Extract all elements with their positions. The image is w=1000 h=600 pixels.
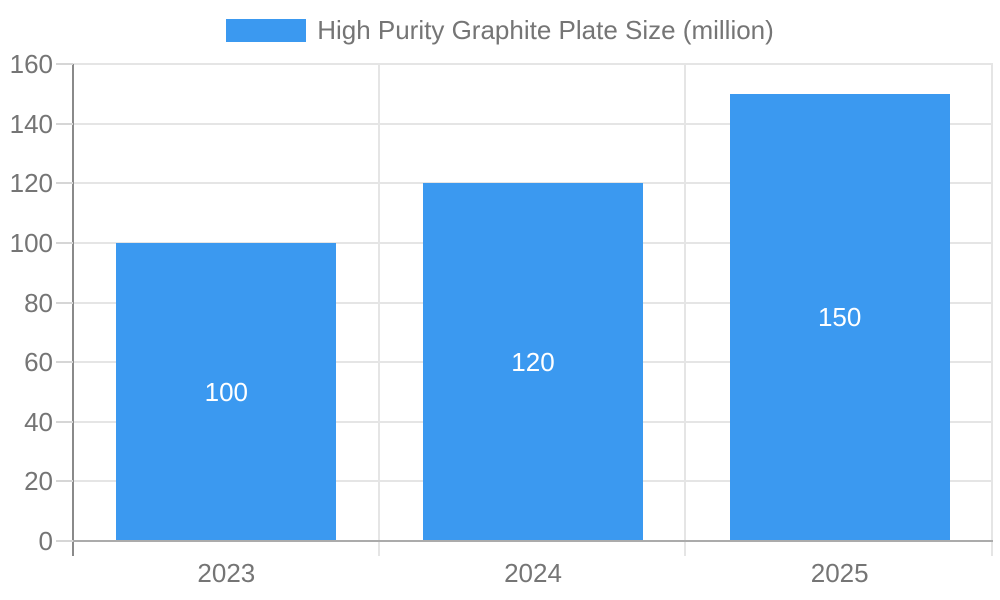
x-tick-label-2024: 2024 — [504, 558, 562, 588]
y-tick-label-100: 100 — [9, 227, 53, 258]
y-tick-label-40: 40 — [24, 406, 53, 437]
legend: High Purity Graphite Plate Size (million… — [0, 16, 1000, 44]
legend-label[interactable]: High Purity Graphite Plate Size (million… — [317, 15, 774, 45]
y-axis-line — [72, 64, 74, 556]
y-tick-mark-40 — [56, 420, 73, 423]
y-tick-label-140: 140 — [9, 108, 53, 139]
bar-2025[interactable]: 150 — [729, 93, 950, 541]
bar-value-label-2023: 100 — [204, 376, 249, 407]
bar-value-label-2025: 150 — [817, 302, 862, 333]
y-tick-label-60: 60 — [24, 347, 53, 378]
y-tick-mark-80 — [56, 301, 73, 304]
y-tick-mark-0 — [56, 540, 73, 542]
x-tick-label-2025: 2025 — [810, 558, 869, 588]
x-tick-label-2023: 2023 — [197, 558, 256, 588]
y-tick-mark-60 — [56, 361, 73, 364]
plot-right-border — [991, 64, 993, 556]
y-tick-mark-140 — [56, 122, 73, 125]
bar-2024[interactable]: 120 — [423, 183, 643, 541]
bar-2023[interactable]: 100 — [116, 242, 337, 541]
y-tick-mark-160 — [56, 63, 73, 65]
y-tick-mark-100 — [56, 241, 73, 244]
gridline-y-140 — [73, 122, 993, 125]
y-tick-label-0: 0 — [38, 526, 53, 556]
plot-area: 100 120 150 — [73, 63, 993, 556]
x-axis-line — [73, 540, 993, 542]
y-tick-label-160: 160 — [9, 49, 53, 79]
y-tick-mark-20 — [56, 480, 73, 483]
y-tick-mark-120 — [56, 182, 73, 185]
bar-value-label-2024: 120 — [511, 347, 555, 378]
gridline-x-2 — [684, 64, 686, 556]
legend-swatch[interactable] — [226, 18, 307, 42]
gridline-x-1 — [378, 64, 380, 556]
y-tick-label-120: 120 — [9, 168, 53, 199]
gridline-y-160 — [73, 63, 993, 65]
y-tick-label-80: 80 — [24, 287, 53, 318]
y-tick-label-20: 20 — [24, 466, 53, 497]
